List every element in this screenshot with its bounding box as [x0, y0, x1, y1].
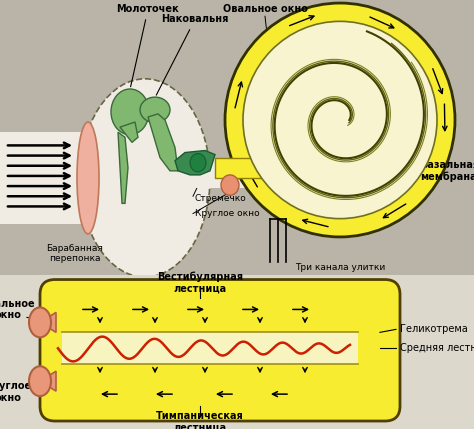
Ellipse shape [221, 175, 239, 195]
Text: Три канала улитки: Три канала улитки [295, 263, 385, 272]
Polygon shape [148, 114, 178, 171]
Text: Стремечко: Стремечко [195, 194, 247, 203]
Polygon shape [62, 332, 358, 364]
Text: Вестибулярная
лестница: Вестибулярная лестница [157, 272, 243, 293]
Polygon shape [40, 312, 56, 332]
Ellipse shape [29, 308, 51, 337]
Text: Барабанная
перепонка: Барабанная перепонка [46, 244, 103, 263]
Text: Молоточек: Молоточек [117, 4, 179, 87]
Polygon shape [0, 275, 474, 429]
Ellipse shape [29, 366, 51, 396]
Text: Тимпаническая
лестница: Тимпаническая лестница [156, 411, 244, 429]
Text: Базальная
мембрана: Базальная мембрана [420, 160, 474, 182]
Polygon shape [0, 0, 474, 275]
Text: Овальное
окно: Овальное окно [0, 299, 35, 320]
Ellipse shape [140, 97, 170, 123]
Ellipse shape [77, 122, 99, 234]
Polygon shape [215, 157, 290, 178]
Polygon shape [120, 122, 138, 142]
Text: Средняя лестница: Средняя лестница [400, 343, 474, 353]
Ellipse shape [225, 3, 455, 237]
Polygon shape [40, 371, 56, 391]
Ellipse shape [80, 79, 210, 277]
Polygon shape [145, 157, 290, 188]
Text: Овальное окно: Овальное окно [223, 4, 308, 14]
Text: Круглое окно: Круглое окно [195, 209, 260, 218]
Text: Наковальня: Наковальня [156, 15, 228, 95]
Polygon shape [175, 151, 215, 175]
Polygon shape [118, 132, 128, 203]
Text: Круглое
окно: Круглое окно [0, 381, 32, 403]
Ellipse shape [243, 21, 437, 219]
Ellipse shape [111, 89, 149, 135]
FancyBboxPatch shape [40, 280, 400, 421]
Text: Геликотрема: Геликотрема [400, 324, 468, 334]
Polygon shape [0, 132, 130, 224]
Ellipse shape [190, 154, 206, 172]
